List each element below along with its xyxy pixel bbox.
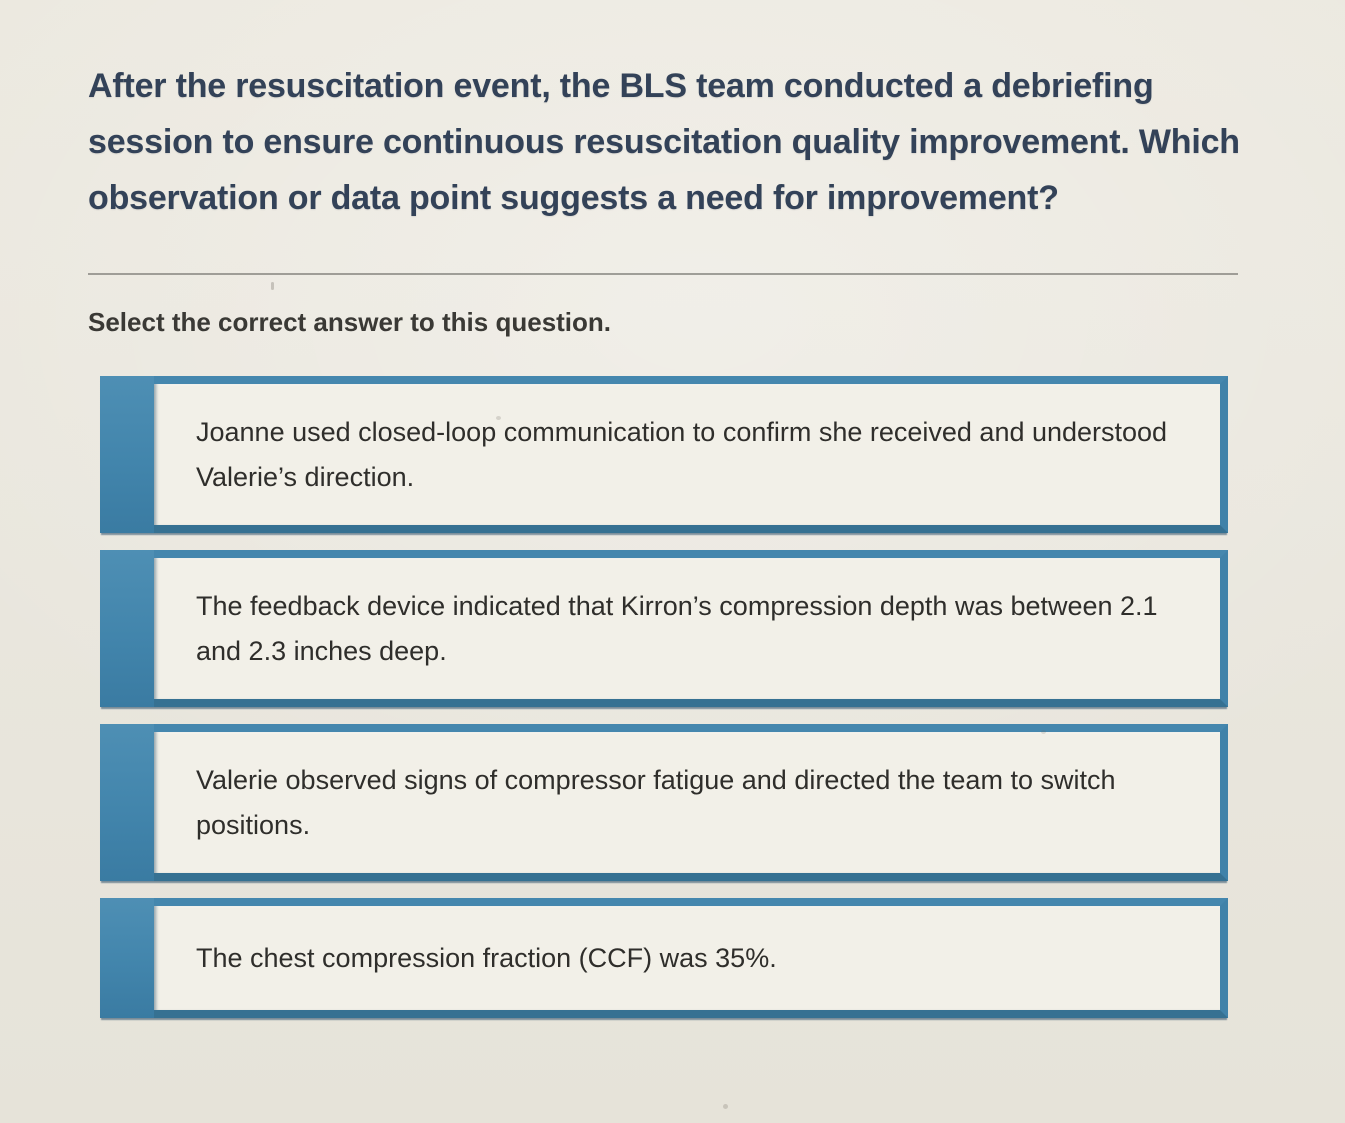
answer-option-2[interactable]: The feedback device indicated that Kirro…: [100, 550, 1228, 707]
option-accent-bar: [100, 724, 154, 881]
option-body: Valerie observed signs of compressor fat…: [154, 724, 1228, 881]
option-text: The chest compression fraction (CCF) was…: [196, 942, 777, 973]
option-body: The chest compression fraction (CCF) was…: [154, 898, 1228, 1018]
answer-option-4[interactable]: The chest compression fraction (CCF) was…: [100, 898, 1228, 1018]
answer-prompt: Select the correct answer to this questi…: [88, 307, 612, 337]
option-accent-bar: [100, 376, 154, 533]
option-text: Joanne used closed-loop communication to…: [196, 416, 1168, 492]
answer-option-3[interactable]: Valerie observed signs of compressor fat…: [100, 724, 1228, 881]
option-text: Valerie observed signs of compressor fat…: [196, 764, 1116, 840]
option-accent-bar: [100, 550, 154, 707]
question-title: After the resuscitation event, the BLS t…: [88, 67, 1240, 217]
answer-option-1[interactable]: Joanne used closed-loop communication to…: [100, 376, 1228, 533]
option-text: The feedback device indicated that Kirro…: [196, 590, 1158, 666]
option-accent-bar: [100, 898, 154, 1018]
option-body: Joanne used closed-loop communication to…: [154, 376, 1228, 533]
divider: [88, 273, 1238, 275]
question-page: After the resuscitation event, the BLS t…: [88, 0, 1240, 1035]
photo-speck: [723, 1104, 728, 1109]
option-body: The feedback device indicated that Kirro…: [154, 550, 1228, 707]
answer-options: Joanne used closed-loop communication to…: [100, 376, 1228, 1018]
